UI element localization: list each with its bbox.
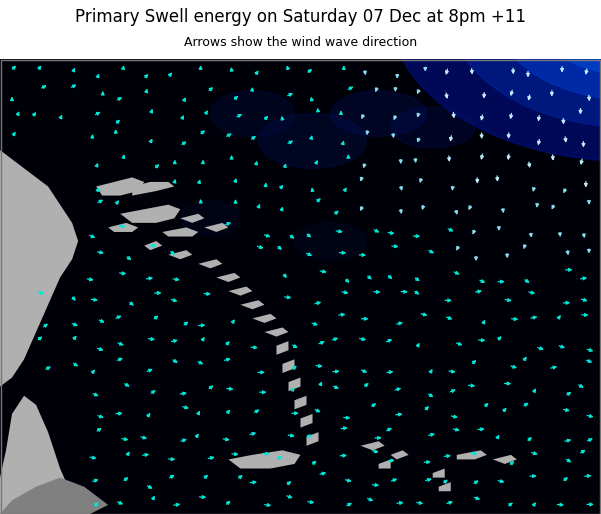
Polygon shape (96, 177, 144, 196)
Polygon shape (0, 396, 72, 514)
Text: Primary Swell energy on Saturday 07 Dec at 8pm +11: Primary Swell energy on Saturday 07 Dec … (75, 8, 526, 26)
Polygon shape (391, 450, 409, 460)
Ellipse shape (451, 0, 601, 127)
Ellipse shape (391, 107, 475, 148)
Polygon shape (379, 460, 391, 469)
Polygon shape (144, 241, 162, 250)
Ellipse shape (391, 0, 601, 161)
Polygon shape (439, 482, 451, 491)
Polygon shape (493, 455, 517, 464)
Polygon shape (457, 450, 487, 460)
Ellipse shape (210, 91, 294, 136)
Polygon shape (276, 341, 288, 355)
Ellipse shape (535, 0, 601, 75)
Polygon shape (180, 214, 204, 223)
Polygon shape (216, 273, 240, 282)
Polygon shape (132, 182, 174, 196)
Polygon shape (228, 450, 300, 469)
Polygon shape (240, 300, 264, 309)
Polygon shape (307, 432, 319, 446)
Ellipse shape (258, 114, 367, 168)
Ellipse shape (589, 0, 601, 41)
Polygon shape (300, 414, 313, 428)
Polygon shape (264, 327, 288, 337)
Polygon shape (108, 223, 138, 232)
Polygon shape (204, 223, 228, 232)
Text: Arrows show the wind wave direction: Arrows show the wind wave direction (184, 36, 417, 49)
Polygon shape (228, 287, 252, 296)
Ellipse shape (331, 91, 427, 136)
Ellipse shape (180, 200, 240, 236)
Polygon shape (252, 314, 276, 323)
Ellipse shape (565, 0, 601, 54)
Polygon shape (168, 250, 192, 259)
Polygon shape (433, 469, 445, 478)
Polygon shape (120, 205, 180, 223)
Polygon shape (162, 227, 198, 236)
Polygon shape (361, 441, 385, 450)
Ellipse shape (496, 0, 601, 100)
Ellipse shape (294, 223, 367, 259)
Polygon shape (198, 259, 222, 268)
Polygon shape (0, 150, 78, 387)
Polygon shape (294, 396, 307, 409)
Polygon shape (288, 377, 300, 391)
Polygon shape (0, 478, 108, 514)
Polygon shape (282, 359, 294, 373)
